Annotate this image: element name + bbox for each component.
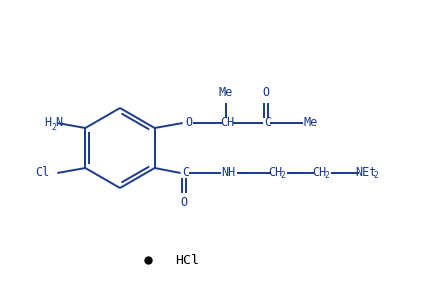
Text: HCl: HCl <box>174 254 198 267</box>
Text: CH: CH <box>220 116 234 129</box>
Text: O: O <box>261 86 269 99</box>
Text: C: C <box>182 167 189 179</box>
Text: 2: 2 <box>372 171 377 181</box>
Text: O: O <box>180 197 187 209</box>
Text: C: C <box>263 116 270 129</box>
Text: NEt: NEt <box>354 165 375 178</box>
Text: N: N <box>55 116 62 129</box>
Text: CH: CH <box>312 165 326 178</box>
Text: H: H <box>44 116 51 129</box>
Text: NH: NH <box>221 167 235 179</box>
Text: Me: Me <box>218 86 232 99</box>
Text: CH: CH <box>268 165 282 178</box>
Text: 2: 2 <box>51 122 56 132</box>
Text: 2: 2 <box>279 171 284 181</box>
Text: Cl: Cl <box>35 167 49 179</box>
Text: Me: Me <box>303 116 317 129</box>
Text: 2: 2 <box>323 171 329 181</box>
Text: O: O <box>184 116 192 129</box>
